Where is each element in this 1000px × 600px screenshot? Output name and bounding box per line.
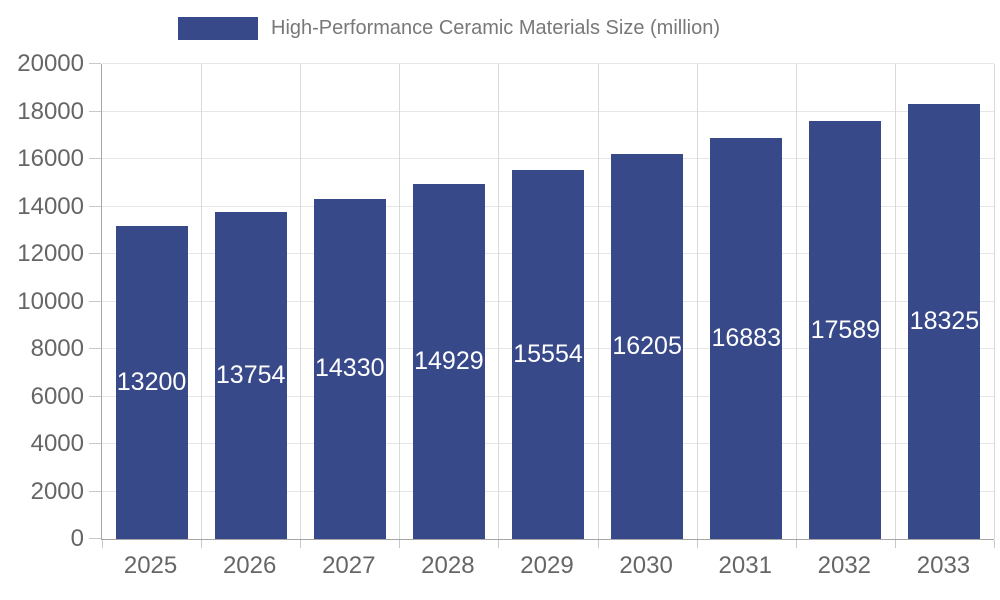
y-tick-mark (89, 395, 101, 397)
y-tick-mark (89, 300, 101, 302)
y-tick-label: 16000 (17, 145, 84, 172)
x-tick-mark (894, 540, 896, 548)
x-tick-mark (696, 540, 698, 548)
x-tick-label: 2026 (222, 552, 277, 579)
y-tick-label: 20000 (17, 50, 84, 77)
x-tick-label: 2025 (123, 552, 178, 579)
gridline-horizontal (102, 63, 994, 64)
gridline-horizontal (102, 158, 994, 159)
bar[interactable]: 15554 (512, 169, 584, 539)
y-tick-label: 4000 (30, 430, 84, 457)
x-tick-mark (399, 540, 401, 548)
y-tick-label: 6000 (30, 382, 84, 410)
gridline-vertical (994, 64, 995, 539)
y-axis-labels: 0 2000 4000 6000 8000 10000 12000 14000 16000 180… (0, 52, 84, 551)
bar[interactable]: 13200 (115, 225, 188, 539)
y-tick-label: 2000 (30, 477, 84, 505)
gridline-vertical (201, 64, 203, 539)
y-tick-mark (89, 348, 101, 349)
x-tick-mark (498, 540, 500, 548)
bar-value-label: 14929 (414, 347, 484, 376)
x-tick-label: 2031 (718, 552, 772, 579)
y-tick-mark (89, 158, 101, 159)
x-tick-mark (102, 540, 103, 548)
y-tick-mark (89, 253, 101, 254)
gridline-vertical (696, 64, 698, 539)
x-tick-label: 2030 (619, 552, 673, 579)
y-tick-label: 12000 (17, 240, 84, 267)
x-tick-label: 2032 (817, 552, 872, 579)
gridline-vertical (597, 64, 599, 539)
x-tick-label: 2029 (520, 552, 574, 579)
y-tick-label: 14000 (17, 192, 84, 220)
y-tick-label: 10000 (17, 287, 84, 315)
gridline-vertical (894, 64, 896, 539)
bar[interactable]: 17589 (809, 121, 882, 539)
gridline-vertical (795, 64, 797, 539)
x-tick-mark (201, 540, 203, 548)
bar-value-label: 14330 (315, 354, 385, 383)
x-axis-labels: 2025 2026 2027 2028 2029 2030 2031 2032 2033 (101, 551, 993, 583)
bar-value-label: 15554 (513, 339, 583, 368)
y-tick-mark (89, 443, 101, 444)
y-tick-label: 8000 (30, 335, 84, 362)
bar-value-label: 16883 (711, 324, 781, 353)
x-tick-mark (795, 540, 797, 548)
bar-value-label: 13200 (116, 367, 187, 396)
bar[interactable]: 14330 (313, 198, 386, 539)
bar-value-label: 17589 (810, 315, 881, 344)
y-tick-label: 18000 (17, 97, 84, 125)
gridline-vertical (300, 64, 302, 539)
y-tick-mark (89, 63, 101, 64)
bar-value-label: 13754 (215, 361, 286, 390)
y-tick-label: 0 (70, 525, 84, 552)
bar-value-label: 18325 (909, 306, 980, 335)
x-tick-label: 2027 (322, 552, 376, 579)
gridline-vertical (498, 64, 500, 539)
bar-value-label: 16205 (612, 332, 682, 361)
y-tick-mark (89, 490, 101, 492)
y-tick-mark (89, 538, 101, 539)
bar[interactable]: 16205 (611, 154, 684, 539)
x-tick-label: 2028 (421, 552, 475, 579)
legend-item[interactable]: High-Performance Ceramic Materials Size … (178, 17, 720, 40)
bar[interactable]: 16883 (710, 138, 783, 539)
bar[interactable]: 13754 (214, 212, 287, 539)
x-tick-label: 2033 (916, 552, 971, 579)
gridline-horizontal (102, 110, 994, 112)
x-tick-mark (300, 540, 302, 548)
legend-swatch (178, 17, 258, 40)
x-tick-mark (597, 540, 599, 548)
y-tick-mark (89, 205, 101, 207)
gridline-vertical (399, 64, 401, 539)
bar[interactable]: 18325 (908, 103, 981, 539)
bar[interactable]: 14929 (412, 184, 485, 539)
y-tick-mark (89, 110, 101, 112)
legend-label: High-Performance Ceramic Materials Size … (271, 17, 721, 39)
x-tick-mark (994, 540, 995, 548)
plot-area: 13200 13754 14330 14929 15554 16205 16883 17589… (89, 63, 995, 548)
